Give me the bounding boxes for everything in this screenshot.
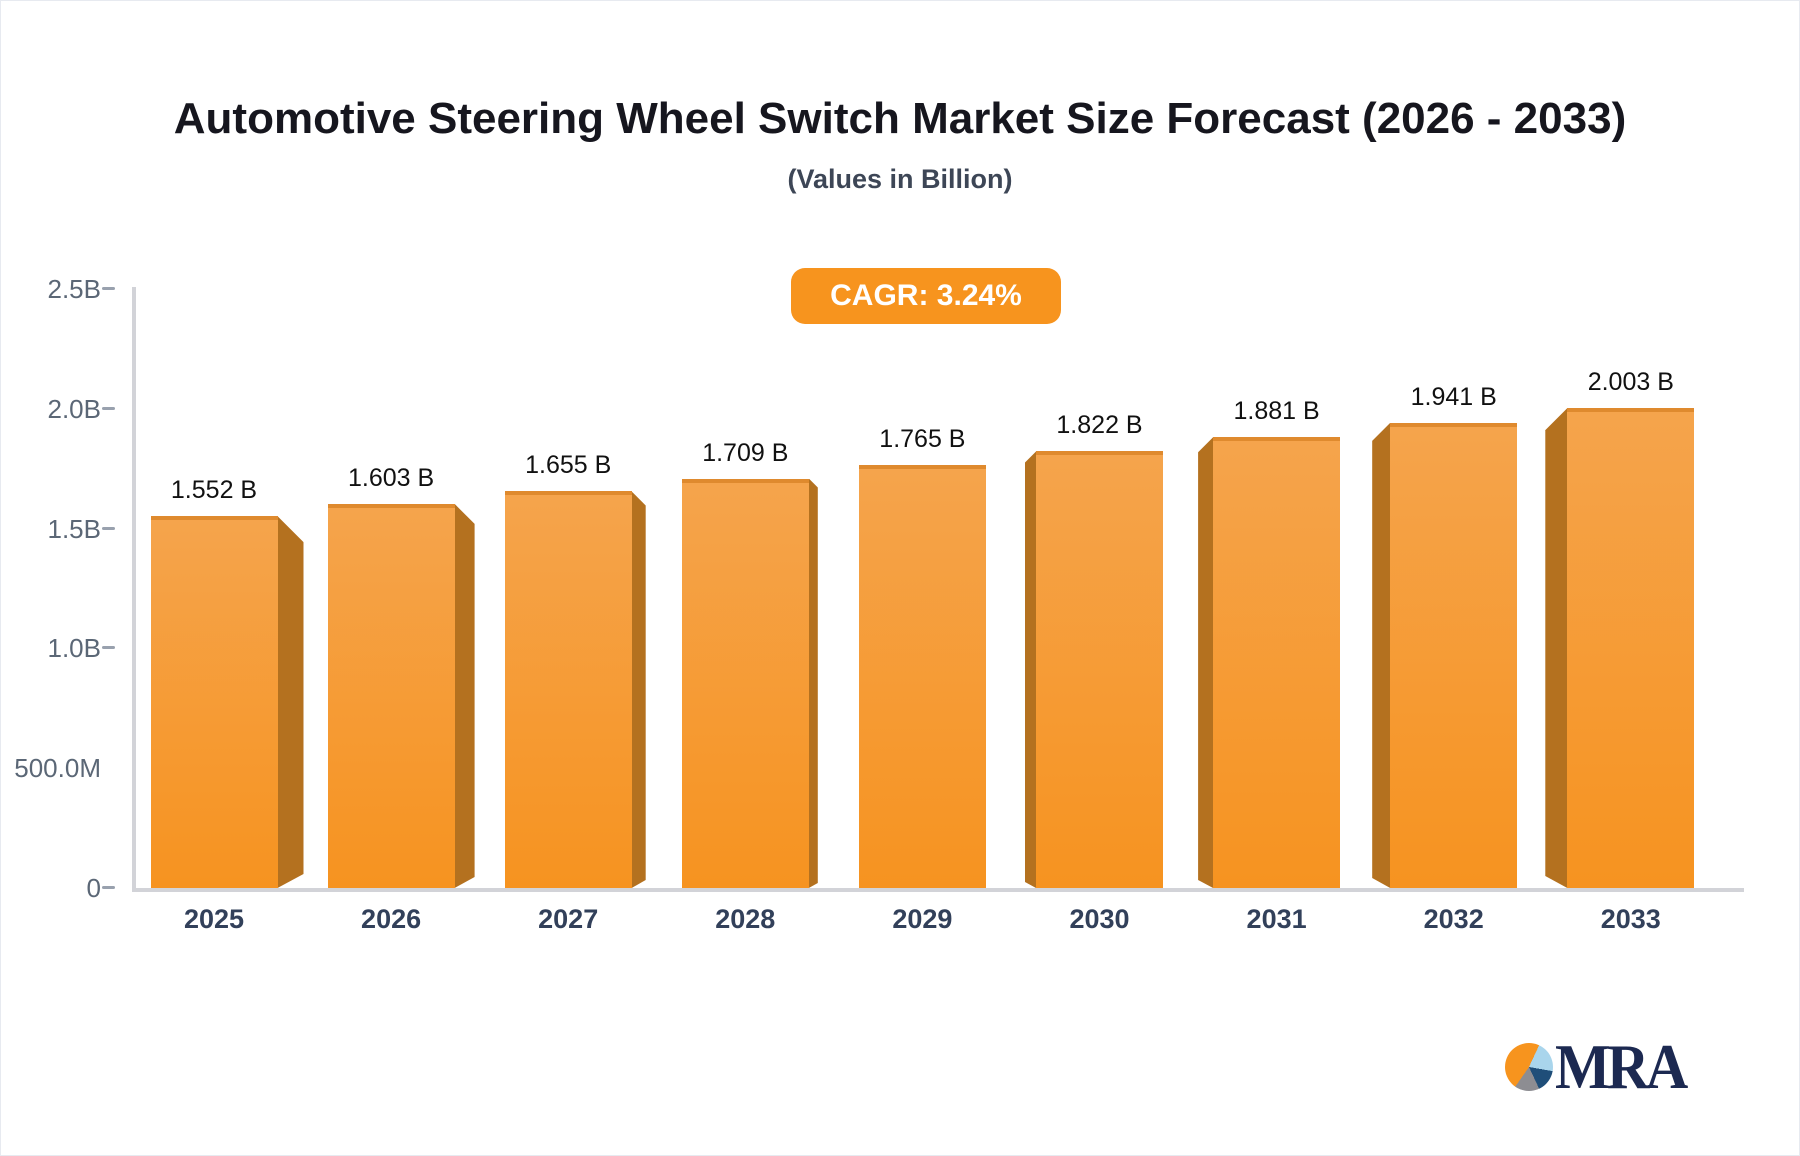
x-axis-label: 2027	[538, 904, 599, 934]
bar-value-label: 1.709 B	[702, 438, 789, 467]
mra-logo: MRA	[1505, 1034, 1696, 1100]
x-axis-line	[132, 888, 1744, 892]
bar-2032[interactable]	[1390, 422, 1518, 888]
x-axis-label: 2031	[1246, 904, 1307, 934]
y-axis-tick-label: 2.0B	[47, 393, 102, 424]
y-axis-tick-dash	[102, 287, 115, 290]
bar-3d-side-left	[1372, 423, 1390, 888]
bar-value-label: 1.881 B	[1233, 397, 1320, 426]
bar-3d-side-left	[1025, 451, 1036, 888]
y-axis-tick-dash	[102, 646, 115, 650]
bar-value-label: 1.765 B	[879, 425, 966, 454]
bar-2030[interactable]	[1036, 451, 1163, 888]
y-axis-tick-label: 2.5B	[47, 274, 102, 304]
x-axis-label: 2030	[1069, 904, 1130, 934]
bar-2026[interactable]	[327, 503, 455, 888]
x-axis-label: 2032	[1423, 904, 1484, 934]
bar-value-label: 1.941 B	[1410, 382, 1497, 411]
logo-text: MRA	[1555, 1031, 1688, 1102]
x-axis-label: 2025	[183, 904, 245, 934]
x-axis-label: 2028	[715, 904, 776, 934]
bar-2033[interactable]	[1567, 408, 1695, 888]
y-axis-tick-label: 500.0M	[14, 753, 101, 784]
bar-3d-side-right	[632, 491, 646, 888]
chart-title: Automotive Steering Wheel Switch Market …	[173, 94, 1627, 143]
x-axis-label: 2029	[892, 904, 953, 934]
x-axis-label: 2026	[361, 904, 422, 934]
y-axis-tick-dash	[102, 406, 115, 410]
y-axis-tick-label: 1.5B	[47, 513, 102, 544]
bar-3d-side-left	[1545, 408, 1567, 888]
bar-3d-side-right	[278, 516, 304, 888]
y-axis-tick-label: 1.0B	[47, 633, 102, 664]
bar-2031[interactable]	[1213, 437, 1341, 888]
bar-value-label: 2.003 B	[1587, 368, 1674, 397]
bar-3d-side-right	[455, 504, 475, 888]
chart-subtitle: (Values in Billion)	[787, 164, 1013, 194]
bar-3d-side-left	[1198, 437, 1213, 888]
y-axis-tick-dash	[102, 886, 115, 889]
bar-value-label: 1.822 B	[1056, 411, 1143, 440]
bar-2028[interactable]	[681, 478, 809, 888]
bar-value-label: 1.655 B	[525, 451, 612, 480]
cagr-badge: CAGR: 3.24%	[791, 268, 1061, 324]
bar-value-label: 1.552 B	[170, 476, 258, 505]
x-axis-label: 2033	[1600, 904, 1661, 934]
y-axis-tick-label: 0	[86, 873, 101, 903]
pie-chart-logo-icon	[1505, 1043, 1553, 1091]
bar-2025[interactable]	[150, 516, 278, 888]
y-axis-tick-dash	[102, 526, 115, 530]
bar-2027[interactable]	[504, 491, 632, 888]
bar-3d-side-right	[809, 479, 818, 888]
bar-value-label: 1.603 B	[348, 463, 435, 492]
bar-2029[interactable]	[858, 465, 986, 888]
y-axis-line	[132, 287, 136, 892]
